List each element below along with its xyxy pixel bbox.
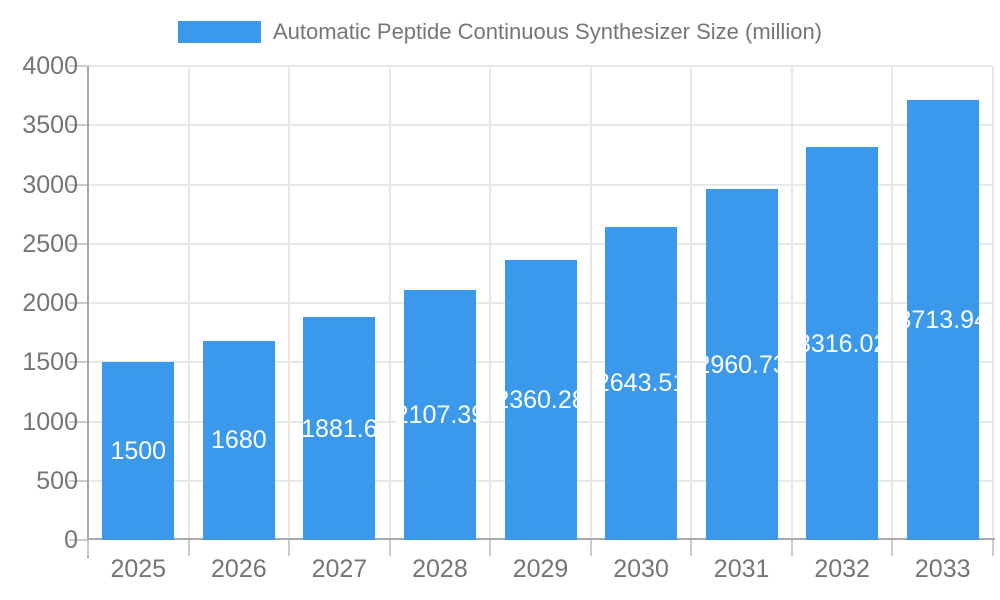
y-tick — [69, 65, 87, 67]
y-axis-label: 1000 — [22, 407, 78, 436]
y-tick — [69, 361, 87, 364]
x-tick — [690, 540, 693, 556]
x-tick — [992, 540, 994, 556]
y-axis-label: 3000 — [22, 170, 78, 199]
y-gridline — [88, 242, 993, 245]
x-gridline — [589, 66, 592, 540]
x-axis-label-2028: 2028 — [412, 555, 468, 583]
x-gridline — [388, 66, 391, 540]
x-gridline — [790, 66, 793, 540]
x-tick — [388, 540, 391, 556]
bar-2031[interactable] — [705, 189, 778, 540]
y-gridline — [88, 124, 993, 127]
y-tick — [69, 124, 87, 127]
x-tick — [790, 540, 793, 556]
x-gridline — [187, 66, 190, 540]
chart-legend[interactable]: Automatic Peptide Continuous Synthesizer… — [0, 16, 1000, 48]
y-axis-label: 500 — [36, 466, 78, 495]
legend-swatch-icon — [177, 21, 261, 43]
y-axis-line — [87, 66, 89, 558]
x-tick — [87, 540, 89, 556]
bar-2026[interactable] — [202, 340, 275, 540]
x-axis-label-2031: 2031 — [713, 555, 770, 583]
x-tick — [288, 540, 291, 556]
y-tick — [69, 479, 87, 482]
legend-label: Automatic Peptide Continuous Synthesizer… — [272, 19, 823, 44]
plot-area: 0 500 1000 1500 2000 2500 3000 3500 4000 1500 2025… — [22, 52, 995, 583]
y-tick — [69, 183, 87, 186]
y-axis-label: 2500 — [22, 229, 78, 258]
x-gridline — [489, 66, 492, 540]
bar-2028[interactable] — [403, 290, 476, 540]
bar-2030[interactable] — [605, 226, 678, 540]
y-tick — [69, 539, 87, 541]
bar-2029[interactable] — [504, 260, 577, 540]
x-axis-label-2033: 2033 — [914, 555, 971, 583]
y-axis-label: 1500 — [22, 348, 78, 377]
x-gridline — [992, 66, 994, 540]
y-axis-label: 2000 — [22, 289, 78, 317]
x-tick — [589, 540, 592, 556]
y-gridline — [88, 65, 993, 67]
x-tick — [489, 540, 492, 556]
y-tick — [69, 420, 87, 423]
x-axis-label-2027: 2027 — [311, 555, 368, 583]
y-axis-label: 3500 — [22, 111, 78, 140]
y-axis-label: 0 — [64, 526, 78, 554]
y-axis-label: 4000 — [22, 52, 78, 80]
x-axis-label-2025: 2025 — [110, 555, 167, 583]
y-tick — [69, 242, 87, 245]
x-tick — [891, 540, 894, 556]
bar-2025[interactable] — [102, 362, 175, 540]
bar-2032[interactable] — [806, 147, 879, 540]
bar-2033[interactable] — [906, 99, 979, 540]
x-axis-label-2030: 2030 — [613, 555, 669, 583]
x-gridline — [288, 66, 291, 540]
x-gridline — [891, 66, 894, 540]
bar-2027[interactable] — [303, 317, 376, 540]
x-gridline — [690, 66, 693, 540]
x-axis-label-2026: 2026 — [211, 555, 267, 583]
y-gridline — [88, 183, 993, 186]
x-tick — [187, 540, 190, 556]
x-axis-label-2032: 2032 — [814, 555, 870, 583]
x-axis-label-2029: 2029 — [512, 555, 569, 583]
y-tick — [69, 302, 87, 304]
